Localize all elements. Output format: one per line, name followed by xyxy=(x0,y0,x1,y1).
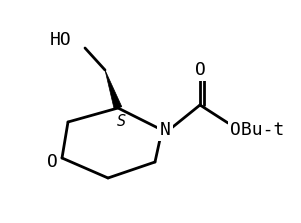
Text: S: S xyxy=(116,114,126,130)
Polygon shape xyxy=(105,70,122,109)
Text: N: N xyxy=(160,121,170,139)
Text: OBu-t: OBu-t xyxy=(230,121,284,139)
Text: O: O xyxy=(47,153,57,171)
Text: O: O xyxy=(194,61,206,79)
Text: HO: HO xyxy=(50,31,72,49)
